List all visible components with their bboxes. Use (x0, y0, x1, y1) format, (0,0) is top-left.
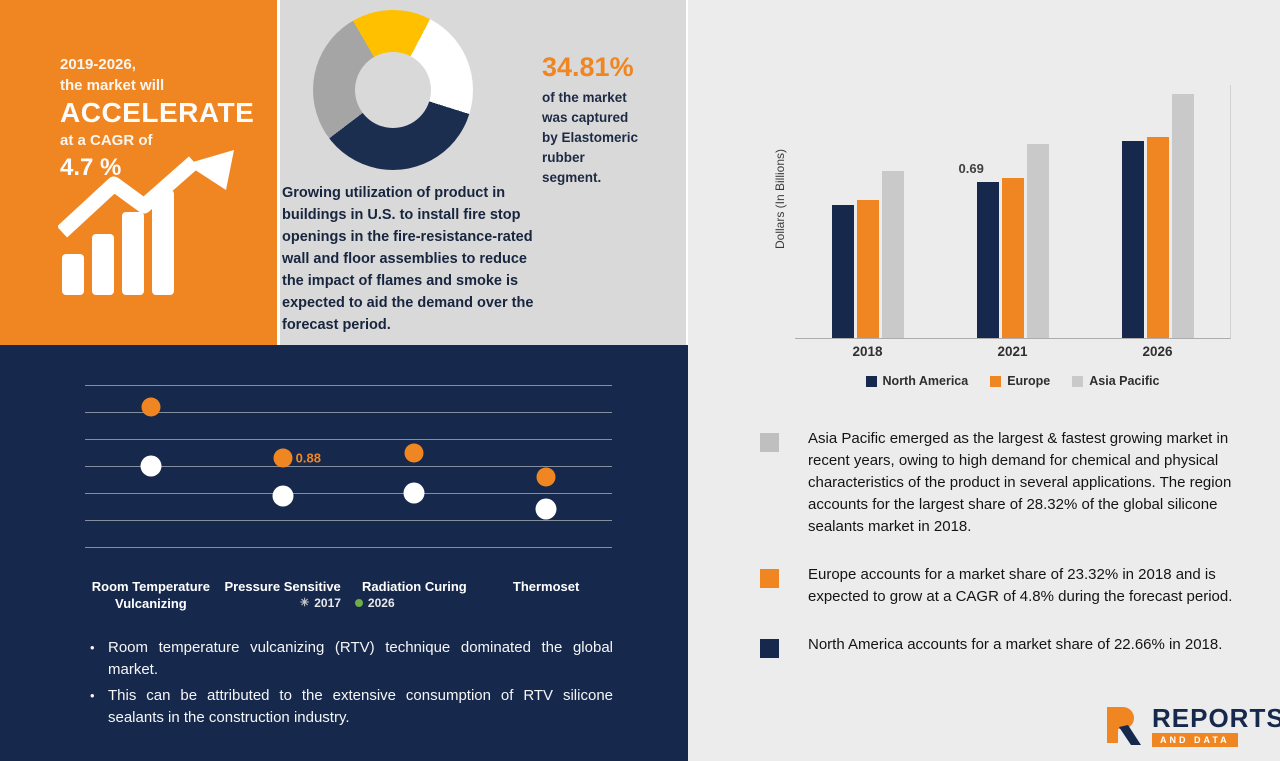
gridline (85, 439, 612, 440)
asterisk-marker-icon: ✳ (300, 596, 310, 609)
technique-legend: ✳ 2017 2026 (300, 596, 395, 610)
x-tick-label: 2018 (852, 344, 883, 359)
cagr-period: 2019-2026, (60, 56, 136, 73)
region-bullet-asia-pacific: Asia Pacific emerged as the largest & fa… (760, 428, 1260, 538)
cagr-panel: 2019-2026, the market will ACCELERATE at… (0, 0, 277, 345)
regional-bar-chart: 0.69 (795, 85, 1231, 339)
technique-category-label: Radiation Curing (362, 579, 467, 594)
technique-dot-plot: 0.88 (85, 385, 612, 551)
bar-asia-pacific (881, 170, 904, 338)
summary-panel: 34.81% of the market was captured by Ela… (280, 0, 686, 345)
legend-item-asia-pacific: Asia Pacific (1072, 374, 1159, 388)
gridline (85, 466, 612, 467)
dot-marker-icon (354, 599, 363, 607)
bar-chart-y-axis-label: Dollars (In Billions) (773, 148, 787, 250)
bar-chart-x-ticks: 2018 2021 2026 (795, 344, 1230, 359)
region-bullet-text: North America accounts for a market shar… (808, 636, 1223, 653)
bar-asia-pacific (1171, 93, 1194, 338)
bar-europe (1146, 136, 1169, 338)
bar-europe (856, 200, 879, 338)
region-bullet-list: Asia Pacific emerged as the largest & fa… (760, 428, 1260, 658)
logo-text: REPORTS AND DATA (1152, 705, 1280, 747)
gridline (85, 547, 612, 548)
legend-square-marker (990, 375, 1002, 387)
technique-bullet-1: Room temperature vulcanizing (RTV) techn… (86, 637, 613, 681)
stat-description: of the market was captured by Elastomeri… (542, 90, 639, 185)
gridline (85, 412, 612, 413)
legend-item-2017: ✳ 2017 (300, 596, 341, 610)
north-america-square-marker (760, 639, 779, 658)
x-tick-label: 2026 (1142, 344, 1173, 359)
technique-bullet-2: This can be attributed to the extensive … (86, 685, 613, 729)
cagr-line2: the market will (60, 77, 165, 94)
legend-label-2026: 2026 (367, 596, 395, 610)
data-dot-2017 (403, 482, 425, 504)
logo-tagline: AND DATA (1152, 733, 1238, 747)
region-bullet-europe: Europe accounts for a market share of 23… (760, 564, 1260, 608)
technique-bullets: Room temperature vulcanizing (RTV) techn… (86, 637, 613, 733)
x-tick-label: 2021 (997, 344, 1028, 359)
region-bullet-north-america: North America accounts for a market shar… (760, 634, 1260, 658)
technique-category-label: Pressure Sensitive (224, 579, 341, 594)
regional-panel: Dollars (In Billions) 0.69 2018 2021 2026 … (688, 0, 1280, 761)
data-dot-2017 (272, 485, 294, 507)
technique-panel: 0.88 Room Temperature Vulcanizing Pressur… (0, 345, 688, 761)
technique-category-labels: Room Temperature Vulcanizing Pressure Sen… (85, 578, 612, 612)
legend-item-north-america: North America (865, 374, 968, 388)
summary-paragraph: Growing utilization of product in buildi… (282, 185, 534, 333)
data-dot-2017 (535, 498, 557, 520)
data-dot-2017 (140, 455, 162, 477)
asia-pacific-square-marker (760, 433, 779, 452)
data-dot-2026 (141, 397, 161, 417)
bar-north-america (831, 204, 854, 338)
cagr-accelerate: ACCELERATE (60, 97, 255, 128)
bar-north-america (1121, 141, 1144, 338)
reports-and-data-logo: REPORTS AND DATA (1104, 705, 1280, 747)
cagr-line4: at a CAGR of (60, 132, 153, 149)
cagr-text-block: 2019-2026, the market will ACCELERATE at… (60, 54, 254, 183)
bar-asia-pacific (1026, 143, 1049, 338)
gridline (85, 493, 612, 494)
bar-europe (1001, 177, 1024, 338)
stat-value: 34.81% (542, 52, 634, 82)
logo-name: REPORTS (1152, 703, 1280, 733)
cagr-rate: 4.7 % (60, 154, 122, 181)
bar-chart-legend: North America Europe Asia Pacific (795, 374, 1230, 388)
legend-item-2026: 2026 (354, 596, 395, 610)
bar-value-label: 0.69 (958, 161, 984, 177)
region-bullet-text: Asia Pacific emerged as the largest & fa… (808, 430, 1232, 535)
region-bullet-text: Europe accounts for a market share of 23… (808, 566, 1233, 605)
legend-item-europe: Europe (990, 374, 1050, 388)
logo-mark-icon (1107, 707, 1141, 745)
gridline (85, 520, 612, 521)
data-dot-2026 (536, 467, 556, 487)
technique-category-label: Thermoset (512, 579, 580, 594)
growth-arrow-icon (58, 150, 234, 295)
dot-value-label: 0.88 (295, 450, 321, 466)
legend-square-marker (865, 375, 877, 387)
stat-block: 34.81% of the market was captured by Ela… (542, 52, 662, 188)
data-dot-2026 (404, 443, 424, 462)
data-dot-2026 (273, 448, 293, 468)
technique-category-label: Room Temperature Vulcanizing (91, 579, 210, 611)
legend-label-2017: 2017 (314, 596, 341, 610)
europe-square-marker (760, 569, 779, 588)
gridline (85, 385, 612, 386)
legend-square-marker (1072, 375, 1084, 387)
donut-chart (313, 10, 473, 170)
bar-north-america (976, 182, 999, 338)
